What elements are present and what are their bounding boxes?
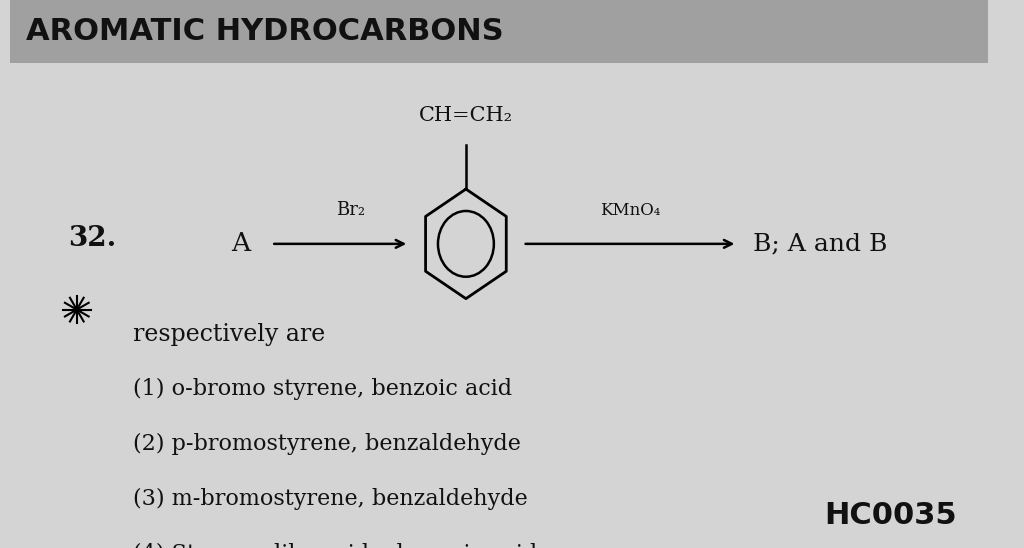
Text: B; A and B: B; A and B bbox=[753, 232, 887, 255]
Text: (3) m-bromostyrene, benzaldehyde: (3) m-bromostyrene, benzaldehyde bbox=[133, 488, 527, 510]
Text: Br₂: Br₂ bbox=[336, 201, 365, 219]
Text: CH=CH₂: CH=CH₂ bbox=[419, 106, 513, 124]
Text: (1) o-bromo styrene, benzoic acid: (1) o-bromo styrene, benzoic acid bbox=[133, 378, 512, 400]
Text: (2) p-bromostyrene, benzaldehyde: (2) p-bromostyrene, benzaldehyde bbox=[133, 433, 521, 455]
Text: KMnO₄: KMnO₄ bbox=[600, 202, 660, 219]
FancyBboxPatch shape bbox=[10, 0, 988, 63]
Text: (4) Styrene dibromide, benzoic acid: (4) Styrene dibromide, benzoic acid bbox=[133, 543, 538, 548]
Text: respectively are: respectively are bbox=[133, 323, 326, 346]
Text: 32.: 32. bbox=[68, 225, 117, 252]
Text: A: A bbox=[231, 231, 250, 256]
Text: AROMATIC HYDROCARBONS: AROMATIC HYDROCARBONS bbox=[26, 17, 503, 45]
Text: HC0035: HC0035 bbox=[824, 501, 957, 529]
